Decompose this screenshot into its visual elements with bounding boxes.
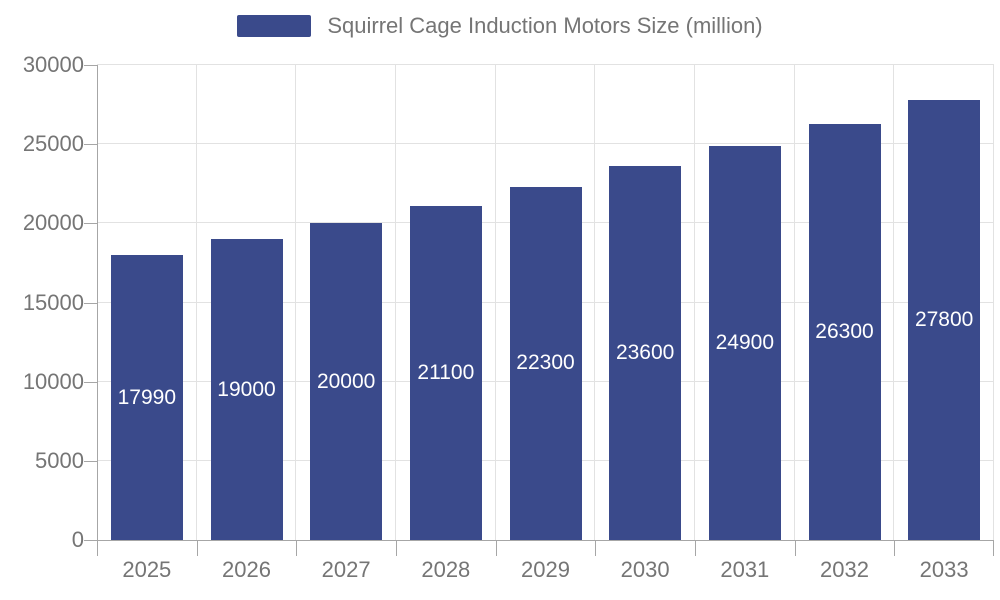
bar-value-label: 26300	[815, 319, 874, 343]
bar[interactable]: 17990	[110, 255, 183, 540]
y-axis-tick	[84, 381, 97, 383]
x-axis-tick	[495, 540, 497, 556]
v-gridline	[893, 65, 895, 540]
x-tick-label: 2026	[222, 557, 271, 582]
bar[interactable]: 27800	[908, 99, 981, 540]
bar-value-label: 20000	[316, 369, 376, 393]
v-gridline	[594, 65, 596, 540]
v-gridline	[395, 65, 396, 540]
legend-item[interactable]: Squirrel Cage Induction Motors Size (mil…	[0, 13, 1000, 39]
x-axis-tick	[794, 540, 796, 556]
bar[interactable]: 26300	[808, 123, 881, 540]
y-tick-label: 0	[71, 527, 84, 552]
bar-value-label: 27800	[914, 307, 974, 331]
legend-label: Squirrel Cage Induction Motors Size (mil…	[327, 13, 763, 38]
x-tick-label: 2032	[820, 557, 869, 582]
h-gridline	[97, 143, 994, 145]
x-tick-label: 2030	[620, 557, 670, 582]
v-gridline	[195, 65, 197, 540]
v-gridline	[993, 65, 994, 540]
h-gridline	[97, 64, 994, 65]
y-axis-tick	[84, 540, 97, 541]
bar-value-label: 24900	[715, 330, 775, 354]
y-tick-label: 20000	[22, 210, 84, 236]
bar[interactable]: 24900	[708, 145, 781, 540]
legend-swatch	[237, 15, 312, 37]
y-tick-label: 10000	[22, 368, 84, 394]
y-axis-tick	[84, 65, 97, 66]
x-axis-tick	[894, 540, 896, 556]
y-tick-label: 15000	[22, 289, 84, 315]
x-axis-tick	[993, 540, 994, 556]
bar-value-label: 21100	[417, 360, 475, 384]
x-tick-label: 2029	[521, 557, 570, 582]
x-tick-label: 2027	[321, 557, 371, 582]
x-axis-tick	[196, 540, 198, 556]
v-gridline	[793, 65, 795, 540]
y-axis-line	[97, 65, 98, 540]
x-axis-tick	[695, 540, 696, 556]
bar-value-label: 17990	[117, 385, 177, 409]
x-axis-tick	[296, 540, 298, 556]
y-axis-tick	[84, 302, 97, 304]
v-gridline	[494, 65, 496, 540]
y-tick-label: 30000	[22, 52, 84, 77]
bar[interactable]: 21100	[409, 205, 482, 540]
bar[interactable]: 20000	[310, 223, 383, 540]
y-axis-tick	[84, 223, 97, 225]
v-gridline	[694, 65, 695, 540]
x-axis-tick	[595, 540, 597, 556]
x-tick-label: 2031	[720, 557, 770, 582]
x-axis-line	[97, 540, 994, 541]
bar-value-label: 23600	[615, 341, 675, 365]
y-axis-tick	[84, 144, 97, 146]
bar-value-label: 22300	[516, 351, 575, 375]
x-tick-label: 2033	[919, 557, 969, 582]
v-gridline	[295, 65, 297, 540]
bar[interactable]: 22300	[509, 186, 582, 540]
y-tick-label: 25000	[22, 131, 84, 157]
bar[interactable]: 23600	[609, 166, 682, 540]
bar-value-label: 19000	[217, 377, 276, 401]
x-tick-label: 2025	[122, 557, 172, 582]
plot-area: 17990 19000 20000 21100 22300 23600 24900 26300…	[97, 64, 994, 540]
bar[interactable]: 19000	[210, 239, 283, 540]
x-tick-label: 2028	[421, 557, 471, 582]
x-axis-tick	[396, 540, 397, 556]
x-axis-tick	[97, 540, 98, 556]
y-axis-tick	[84, 460, 97, 462]
y-tick-label: 5000	[35, 447, 84, 473]
